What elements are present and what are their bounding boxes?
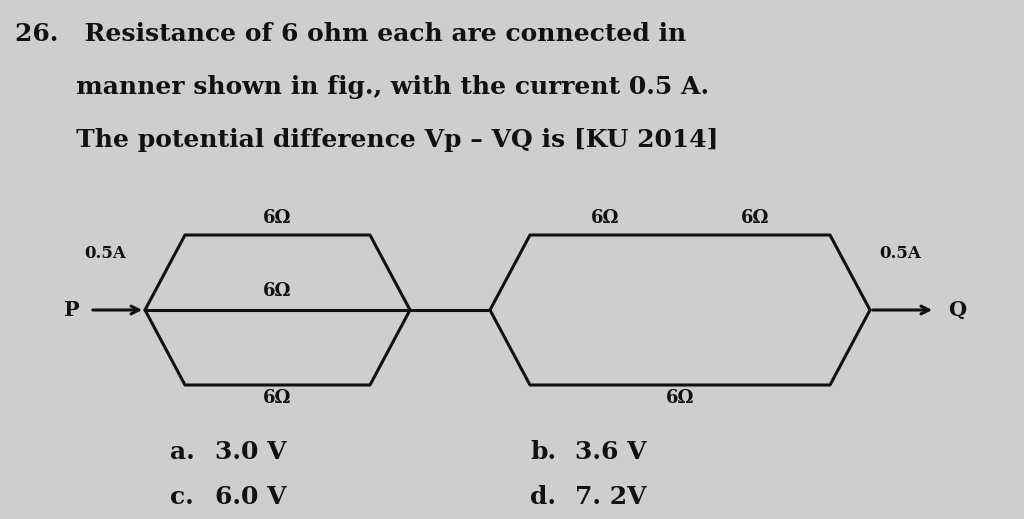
Text: 6Ω: 6Ω: [263, 389, 292, 407]
Text: 6Ω: 6Ω: [263, 282, 292, 300]
Text: c.: c.: [170, 485, 194, 509]
Text: 6Ω: 6Ω: [666, 389, 694, 407]
Text: 0.5A: 0.5A: [84, 245, 126, 262]
Text: manner shown in fig., with the current 0.5 A.: manner shown in fig., with the current 0…: [15, 75, 710, 99]
Text: b.: b.: [530, 440, 556, 464]
Text: Q: Q: [948, 300, 966, 320]
Text: P: P: [65, 300, 80, 320]
Text: 3.0 V: 3.0 V: [215, 440, 287, 464]
Text: 6Ω: 6Ω: [263, 209, 292, 227]
Text: 6.0 V: 6.0 V: [215, 485, 287, 509]
Text: a.: a.: [170, 440, 195, 464]
Text: d.: d.: [530, 485, 556, 509]
Text: 7. 2V: 7. 2V: [575, 485, 646, 509]
Text: 6Ω: 6Ω: [591, 209, 620, 227]
Text: 3.6 V: 3.6 V: [575, 440, 646, 464]
Text: 26.   Resistance of 6 ohm each are connected in: 26. Resistance of 6 ohm each are connect…: [15, 22, 686, 46]
Text: The potential difference Vp – VQ is [KU 2014]: The potential difference Vp – VQ is [KU …: [15, 128, 719, 152]
Text: 6Ω: 6Ω: [740, 209, 769, 227]
Text: 0.5A: 0.5A: [879, 245, 921, 262]
